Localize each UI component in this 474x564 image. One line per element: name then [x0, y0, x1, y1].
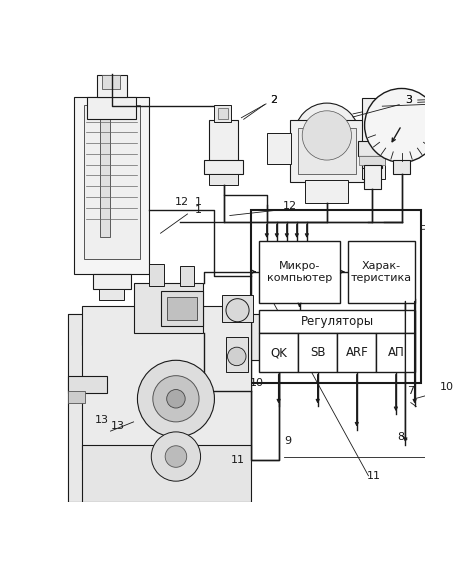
- Bar: [82, 445, 251, 502]
- Bar: [209, 120, 238, 162]
- Circle shape: [302, 111, 352, 160]
- Bar: [347, 241, 415, 302]
- Bar: [74, 97, 149, 274]
- Bar: [305, 180, 348, 203]
- Bar: [222, 295, 253, 322]
- Text: Микро-
компьютер: Микро- компьютер: [267, 261, 332, 283]
- Circle shape: [137, 360, 214, 437]
- Text: SB: SB: [310, 346, 326, 359]
- Bar: [376, 333, 415, 372]
- Text: 2: 2: [270, 95, 277, 105]
- Bar: [82, 306, 251, 460]
- Bar: [83, 105, 140, 259]
- Bar: [267, 133, 292, 164]
- Bar: [100, 114, 109, 237]
- Polygon shape: [68, 314, 264, 502]
- Circle shape: [228, 347, 246, 365]
- Text: 13: 13: [110, 421, 124, 431]
- Text: 12: 12: [283, 201, 297, 212]
- Bar: [259, 310, 415, 333]
- Bar: [102, 76, 120, 89]
- Text: 7: 7: [407, 386, 414, 396]
- Bar: [68, 376, 107, 393]
- Bar: [364, 165, 381, 188]
- Bar: [226, 337, 247, 372]
- Bar: [259, 333, 298, 372]
- Bar: [362, 141, 385, 179]
- Bar: [68, 391, 85, 403]
- Bar: [290, 120, 364, 182]
- Text: 13: 13: [95, 415, 109, 425]
- Bar: [393, 160, 410, 174]
- Circle shape: [226, 299, 249, 322]
- Bar: [218, 108, 228, 118]
- Bar: [97, 76, 127, 97]
- Bar: [204, 160, 243, 174]
- Circle shape: [365, 89, 438, 162]
- Bar: [214, 105, 231, 122]
- Text: QK: QK: [270, 346, 287, 359]
- Text: 9: 9: [284, 436, 291, 446]
- Bar: [259, 241, 340, 302]
- Text: 10: 10: [440, 382, 454, 392]
- Bar: [161, 291, 203, 325]
- Bar: [298, 127, 356, 174]
- Bar: [298, 333, 337, 372]
- Bar: [99, 289, 124, 300]
- Text: Харак-
теристика: Харак- теристика: [351, 261, 412, 283]
- Text: 11: 11: [230, 455, 245, 465]
- Circle shape: [294, 103, 359, 168]
- Bar: [359, 156, 385, 165]
- Bar: [209, 174, 238, 185]
- Bar: [149, 264, 164, 285]
- Bar: [251, 210, 421, 384]
- Text: 11: 11: [367, 471, 381, 481]
- Text: 3: 3: [405, 95, 412, 105]
- Bar: [167, 297, 198, 320]
- Circle shape: [153, 376, 199, 422]
- Text: 1: 1: [195, 197, 202, 208]
- Bar: [134, 283, 203, 333]
- Bar: [337, 333, 376, 372]
- Circle shape: [167, 390, 185, 408]
- Bar: [87, 97, 136, 118]
- Bar: [362, 99, 383, 168]
- Bar: [180, 266, 194, 285]
- Text: 8: 8: [397, 432, 404, 442]
- Circle shape: [151, 432, 201, 481]
- Text: ARF: ARF: [346, 346, 368, 359]
- Text: 2: 2: [270, 95, 277, 105]
- Bar: [358, 141, 387, 156]
- Circle shape: [165, 446, 187, 468]
- Text: Регуляторы: Регуляторы: [301, 315, 374, 328]
- Text: 3: 3: [405, 95, 412, 105]
- Text: 1: 1: [195, 205, 202, 215]
- Text: 10: 10: [250, 378, 264, 389]
- Text: 12: 12: [175, 197, 189, 208]
- Text: АП: АП: [387, 346, 404, 359]
- Bar: [93, 274, 130, 289]
